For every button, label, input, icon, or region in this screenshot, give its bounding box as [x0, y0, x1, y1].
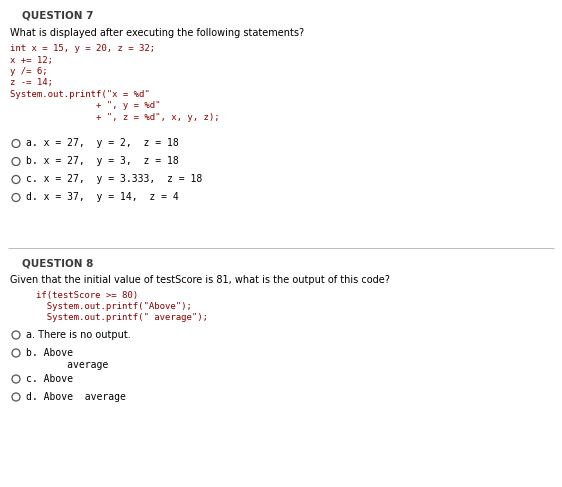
- Text: + ", z = %d", x, y, z);: + ", z = %d", x, y, z);: [10, 113, 220, 122]
- Text: System.out.printf(" average");: System.out.printf(" average");: [36, 313, 208, 322]
- Text: average: average: [26, 360, 108, 370]
- Text: System.out.printf("x = %d": System.out.printf("x = %d": [10, 90, 149, 99]
- Text: d. x = 37,  y = 14,  z = 4: d. x = 37, y = 14, z = 4: [26, 192, 179, 203]
- Text: QUESTION 7: QUESTION 7: [22, 10, 93, 20]
- Text: a. x = 27,  y = 2,  z = 18: a. x = 27, y = 2, z = 18: [26, 138, 179, 149]
- Text: int x = 15, y = 20, z = 32;: int x = 15, y = 20, z = 32;: [10, 44, 155, 53]
- Text: Given that the initial value of testScore is 81, what is the output of this code: Given that the initial value of testScor…: [10, 275, 390, 285]
- Text: a. There is no output.: a. There is no output.: [26, 330, 131, 340]
- Text: if(testScore >= 80): if(testScore >= 80): [36, 291, 138, 300]
- Text: System.out.printf("Above");: System.out.printf("Above");: [36, 302, 192, 311]
- Text: What is displayed after executing the following statements?: What is displayed after executing the fo…: [10, 28, 304, 38]
- Text: b. Above: b. Above: [26, 348, 73, 358]
- Text: c. x = 27,  y = 3.333,  z = 18: c. x = 27, y = 3.333, z = 18: [26, 174, 202, 185]
- Text: y /= 6;: y /= 6;: [10, 67, 48, 76]
- Text: b. x = 27,  y = 3,  z = 18: b. x = 27, y = 3, z = 18: [26, 156, 179, 167]
- Text: z -= 14;: z -= 14;: [10, 78, 53, 88]
- Text: x += 12;: x += 12;: [10, 56, 53, 64]
- Text: QUESTION 8: QUESTION 8: [22, 258, 93, 268]
- Text: c. Above: c. Above: [26, 374, 73, 384]
- Text: + ", y = %d": + ", y = %d": [10, 101, 161, 111]
- Text: d. Above  average: d. Above average: [26, 392, 126, 402]
